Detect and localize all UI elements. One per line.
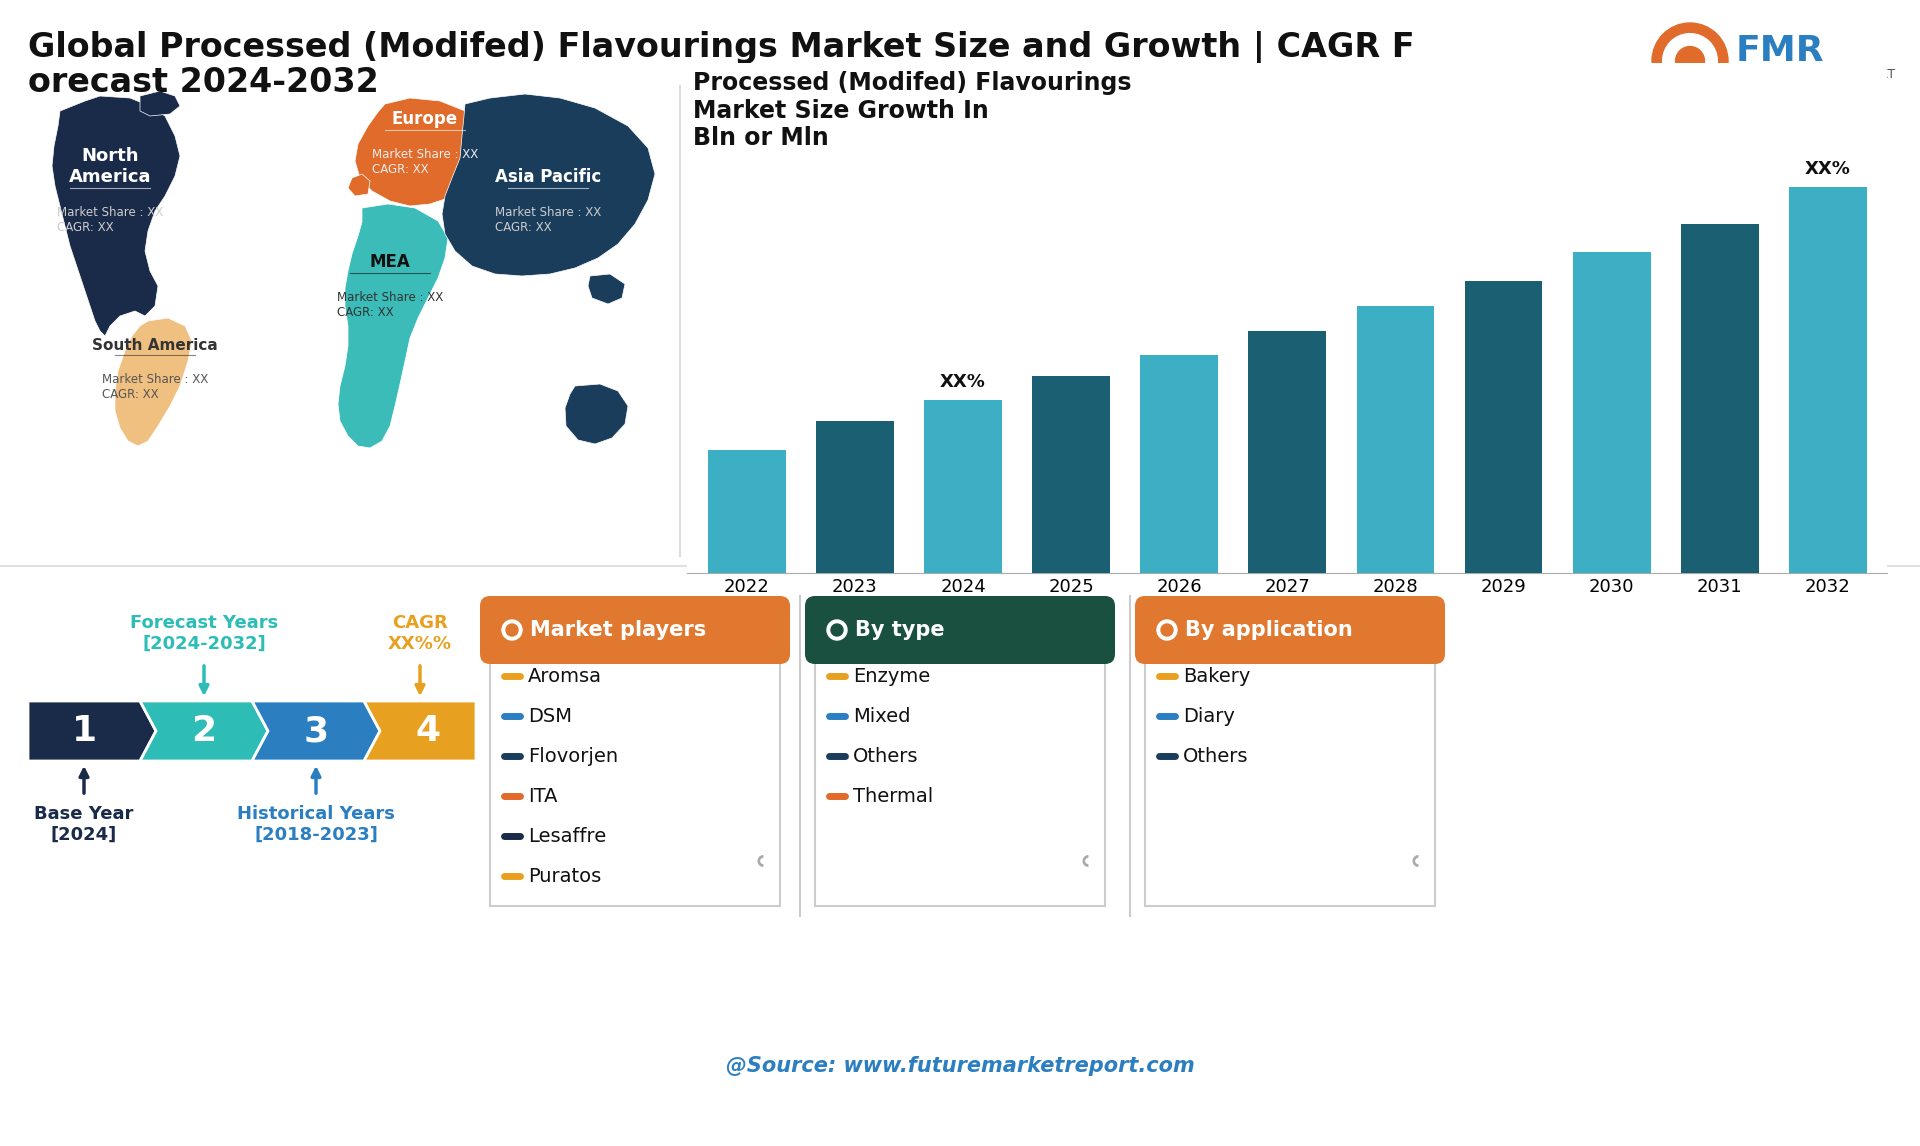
Text: 3: 3 [303, 714, 328, 748]
Circle shape [501, 620, 522, 639]
Circle shape [1663, 33, 1716, 88]
Text: ʿ: ʿ [1409, 855, 1423, 898]
Polygon shape [588, 274, 626, 304]
Bar [708, 449, 785, 573]
Text: Others: Others [1183, 746, 1248, 766]
Text: Processed (Modifed) Flavourings
Market Size Growth In
Bln or Mln: Processed (Modifed) Flavourings Market S… [693, 71, 1131, 150]
Text: Flovorjen: Flovorjen [528, 746, 618, 766]
Polygon shape [564, 384, 628, 444]
Bar [816, 421, 895, 573]
Text: Global Processed (Modifed) Flavourings Market Size and Growth | CAGR F: Global Processed (Modifed) Flavourings M… [29, 31, 1415, 65]
Text: Thermal: Thermal [852, 786, 933, 806]
Text: Market Share : XX
CAGR: XX: Market Share : XX CAGR: XX [58, 206, 163, 234]
FancyBboxPatch shape [1135, 596, 1446, 664]
Text: ʿ: ʿ [755, 855, 768, 898]
Text: Enzyme: Enzyme [852, 667, 931, 685]
Polygon shape [348, 174, 371, 196]
Polygon shape [338, 204, 447, 448]
Text: 1: 1 [71, 714, 96, 748]
Text: Lesaffre: Lesaffre [528, 826, 607, 846]
Bar [1789, 187, 1866, 573]
Text: Historical Years
[2018-2023]: Historical Years [2018-2023] [236, 804, 396, 843]
Polygon shape [29, 701, 156, 761]
Text: Market Share : XX
CAGR: XX: Market Share : XX CAGR: XX [336, 291, 444, 319]
Text: By application: By application [1185, 620, 1354, 639]
Polygon shape [52, 96, 180, 336]
Text: Market Share : XX
CAGR: XX: Market Share : XX CAGR: XX [102, 372, 207, 401]
Bar [924, 400, 1002, 573]
Text: ITA: ITA [528, 786, 557, 806]
Polygon shape [115, 317, 192, 446]
Text: Asia Pacific: Asia Pacific [495, 168, 601, 186]
Text: Market Share : XX
CAGR: XX: Market Share : XX CAGR: XX [372, 148, 478, 176]
Text: Forecast Years
[2024-2032]: Forecast Years [2024-2032] [131, 614, 278, 653]
Text: @Source: www.futuremarketreport.com: @Source: www.futuremarketreport.com [726, 1055, 1194, 1076]
Text: Europe: Europe [392, 110, 459, 128]
Bar [1357, 306, 1434, 573]
Text: Market players: Market players [530, 620, 707, 639]
Text: Others: Others [852, 746, 918, 766]
Bar [1680, 223, 1759, 573]
Bar [1465, 281, 1542, 573]
Circle shape [507, 625, 518, 636]
Text: XX%: XX% [1805, 159, 1851, 178]
Text: XX%: XX% [941, 374, 987, 391]
Bar [1033, 376, 1110, 573]
FancyBboxPatch shape [814, 654, 1106, 906]
Circle shape [1162, 625, 1173, 636]
Polygon shape [355, 99, 486, 206]
Text: By type: By type [854, 620, 945, 639]
FancyBboxPatch shape [804, 596, 1116, 664]
Text: ʿ: ʿ [1079, 855, 1092, 898]
Text: North
America: North America [69, 147, 152, 186]
Text: Base Year
[2024]: Base Year [2024] [35, 804, 134, 843]
Circle shape [828, 620, 847, 639]
Text: orecast 2024-2032: orecast 2024-2032 [29, 66, 378, 99]
Text: South America: South America [92, 338, 217, 353]
Text: FMR: FMR [1736, 34, 1824, 68]
Text: Mixed: Mixed [852, 706, 910, 725]
Circle shape [831, 625, 843, 636]
Polygon shape [140, 91, 180, 116]
Text: DSM: DSM [528, 706, 572, 725]
Text: 4: 4 [415, 714, 440, 748]
Bar [1248, 330, 1327, 573]
Circle shape [1651, 23, 1728, 99]
Text: Bakery: Bakery [1183, 667, 1250, 685]
Text: Diary: Diary [1183, 706, 1235, 725]
Text: CAGR
XX%%: CAGR XX%% [388, 614, 451, 653]
FancyBboxPatch shape [480, 596, 789, 664]
Polygon shape [252, 701, 380, 761]
Bar [1572, 252, 1651, 573]
Circle shape [1158, 620, 1177, 639]
Polygon shape [365, 701, 476, 761]
FancyBboxPatch shape [490, 654, 780, 906]
Text: 2: 2 [192, 714, 217, 748]
Text: FUTURE MARKET REPORT: FUTURE MARKET REPORT [1736, 69, 1895, 81]
Bar [1140, 355, 1217, 573]
Polygon shape [140, 701, 269, 761]
Text: MEA: MEA [371, 253, 411, 270]
Polygon shape [442, 94, 655, 276]
Text: Puratos: Puratos [528, 866, 601, 886]
Text: Market Share : XX
CAGR: XX: Market Share : XX CAGR: XX [495, 206, 601, 234]
Circle shape [1676, 47, 1705, 76]
FancyBboxPatch shape [1144, 654, 1434, 906]
Text: Aromsa: Aromsa [528, 667, 603, 685]
